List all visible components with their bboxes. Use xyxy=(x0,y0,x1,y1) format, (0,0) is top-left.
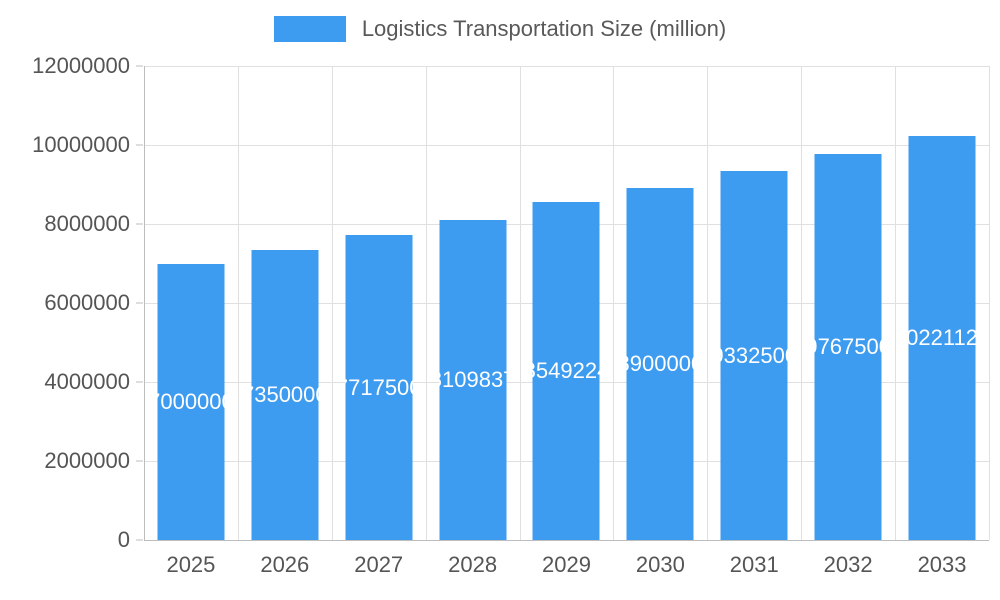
bar-slot: 9767500 xyxy=(801,66,895,540)
y-axis-tick-label: 4000000 xyxy=(44,369,130,394)
bar-slot: 8109837 xyxy=(426,66,520,540)
bar-value-label: 8900000 xyxy=(627,351,694,377)
legend-color-swatch-icon xyxy=(273,16,346,42)
bar-slot: 9332500 xyxy=(707,66,801,540)
x-axis-tick-label: 2025 xyxy=(166,552,216,577)
y-axis-tick-mark xyxy=(136,302,143,304)
y-axis-tick-mark xyxy=(136,144,143,146)
y-axis-tick-mark xyxy=(136,223,143,225)
bar[interactable]: 7350000 xyxy=(251,249,319,540)
x-axis-tick-label: 2027 xyxy=(354,552,404,577)
bar[interactable]: 10221123 xyxy=(908,136,976,540)
vertical-gridline xyxy=(989,66,990,540)
vertical-gridline xyxy=(238,66,239,540)
bar-value-label: 7717500 xyxy=(345,374,412,400)
bar[interactable]: 9767500 xyxy=(814,154,882,540)
vertical-gridline xyxy=(426,66,427,540)
y-axis-tick-label: 12000000 xyxy=(32,53,130,78)
bar-slot: 7350000 xyxy=(238,66,332,540)
gridline xyxy=(144,66,989,67)
bar[interactable]: 7000000 xyxy=(157,263,225,540)
vertical-gridline xyxy=(801,66,802,540)
vertical-gridline xyxy=(895,66,896,540)
vertical-gridline xyxy=(144,66,145,540)
bar[interactable]: 8549224 xyxy=(532,202,600,540)
x-axis: 2025 2026 2027 2028 2029 2030 2031 2032 2033 xyxy=(144,548,989,588)
bar-value-label: 9767500 xyxy=(815,334,882,360)
bar-slot: 10221123 xyxy=(895,66,989,540)
x-axis-tick-label: 2033 xyxy=(917,552,967,577)
vertical-gridline xyxy=(332,66,333,540)
y-axis-tick-mark xyxy=(136,539,143,541)
y-axis-tick-label: 10000000 xyxy=(32,132,130,157)
bar[interactable]: 8900000 xyxy=(626,188,694,540)
y-axis-tick-label: 8000000 xyxy=(44,211,130,236)
legend-label: Logistics Transportation Size (million) xyxy=(361,16,727,41)
y-axis-tick-label: 0 xyxy=(117,527,130,552)
bar[interactable]: 8109837 xyxy=(439,219,507,540)
vertical-gridline xyxy=(520,66,521,540)
bar-slot: 8900000 xyxy=(613,66,707,540)
bar-slot: 8549224 xyxy=(520,66,614,540)
x-axis-tick-label: 2031 xyxy=(729,552,779,577)
bar[interactable]: 7717500 xyxy=(345,235,413,540)
x-axis-tick-label: 2028 xyxy=(448,552,498,577)
y-axis-tick-label: 2000000 xyxy=(44,448,130,473)
bar-value-label: 7000000 xyxy=(157,388,224,414)
bar-value-label: 10221123 xyxy=(908,325,976,351)
legend-entry[interactable]: Logistics Transportation Size (million) xyxy=(273,16,727,42)
vertical-gridline xyxy=(707,66,708,540)
bar-series: 7000000 7350000 7717500 8109837 8549224 89000… xyxy=(144,66,989,540)
x-axis-tick-label: 2026 xyxy=(260,552,310,577)
y-axis-tick-label: 6000000 xyxy=(44,290,130,315)
gridline xyxy=(144,540,989,541)
y-axis-tick-mark xyxy=(136,65,143,67)
y-axis-tick-mark xyxy=(136,460,143,462)
y-axis: 0 2000000 4000000 6000000 8000000 10000000 120… xyxy=(0,55,143,551)
plot-area: 7000000 7350000 7717500 8109837 8549224 89000… xyxy=(144,66,990,541)
vertical-gridline xyxy=(613,66,614,540)
bar-value-label: 7350000 xyxy=(251,381,318,407)
bar-slot: 7717500 xyxy=(332,66,426,540)
x-axis-tick-label: 2030 xyxy=(635,552,685,577)
bar-value-label: 9332500 xyxy=(721,342,788,368)
bar-value-label: 8109837 xyxy=(439,366,506,392)
chart-legend: Logistics Transportation Size (million) xyxy=(0,10,1000,48)
x-axis-tick-label: 2029 xyxy=(542,552,591,577)
bar[interactable]: 9332500 xyxy=(720,171,788,540)
bar-value-label: 8549224 xyxy=(533,358,600,384)
x-axis-tick-label: 2032 xyxy=(823,552,873,577)
gridline xyxy=(144,145,989,146)
bar-slot: 7000000 xyxy=(144,66,238,540)
y-axis-tick-mark xyxy=(136,381,143,383)
